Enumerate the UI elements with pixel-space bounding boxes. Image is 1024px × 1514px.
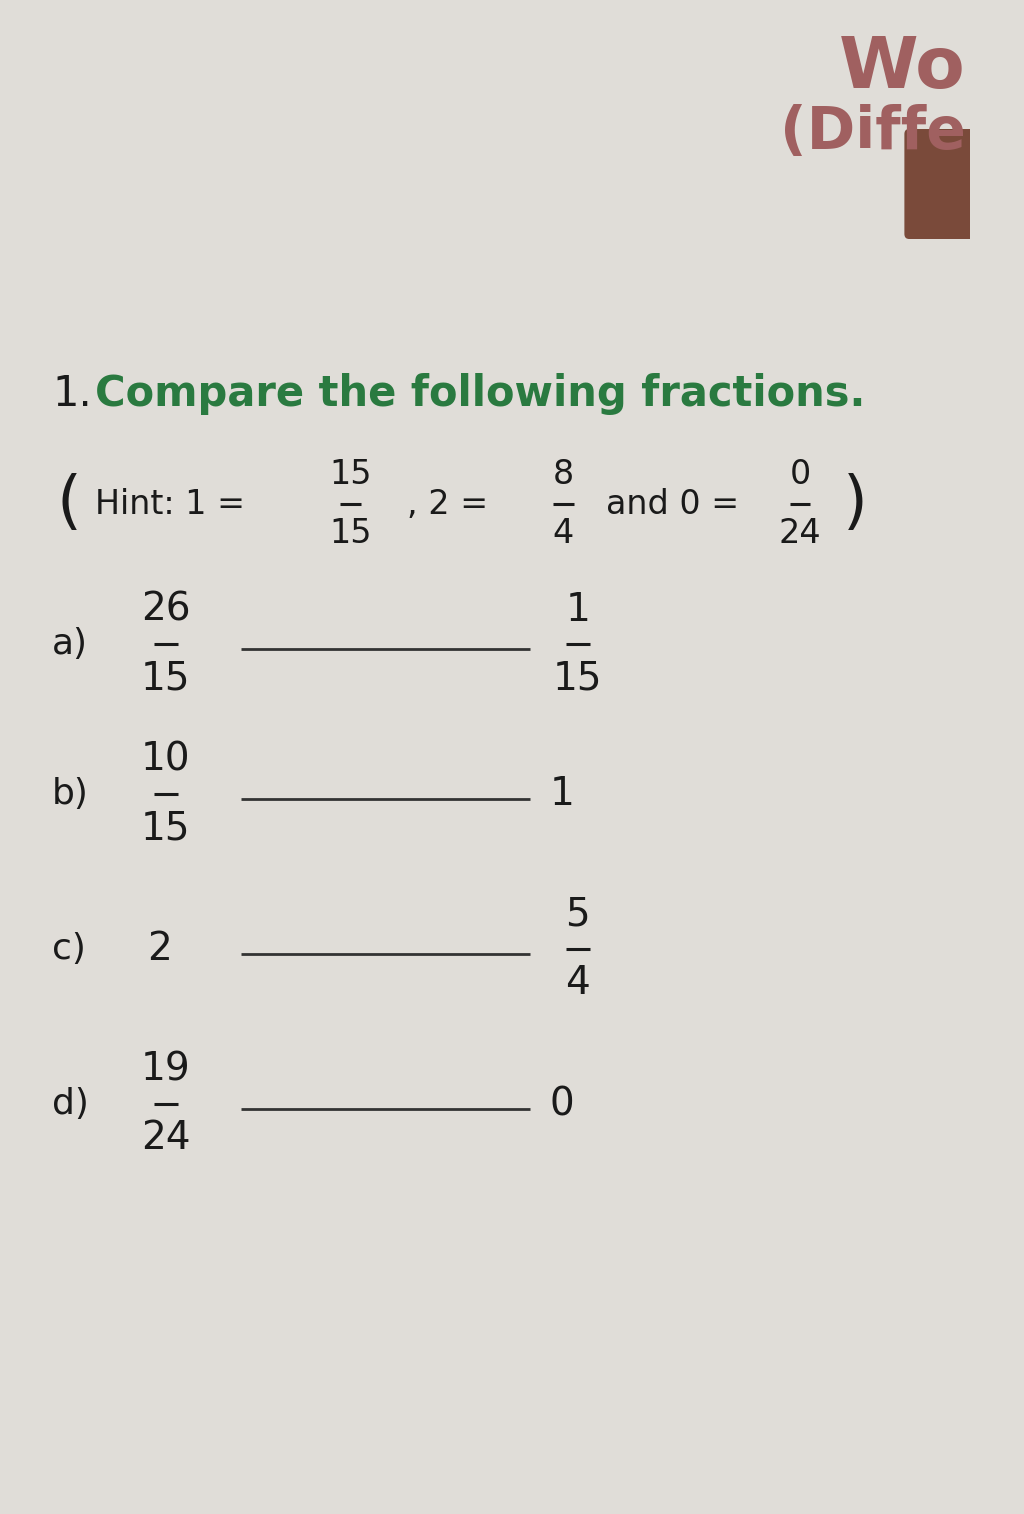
Text: 26: 26: [141, 590, 190, 628]
Text: Hint: 1 =: Hint: 1 =: [94, 488, 245, 521]
Text: 15: 15: [141, 660, 190, 698]
Text: 15: 15: [329, 457, 372, 491]
Text: 2: 2: [146, 930, 172, 967]
Text: d): d): [52, 1087, 89, 1120]
Text: 15: 15: [141, 810, 190, 848]
Text: 4: 4: [565, 964, 590, 1002]
Text: 19: 19: [141, 1051, 190, 1089]
Text: 4: 4: [553, 518, 574, 550]
Text: 5: 5: [565, 896, 590, 934]
Text: Compare the following fractions.: Compare the following fractions.: [94, 372, 865, 415]
Text: 10: 10: [141, 740, 190, 778]
Text: 1.: 1.: [52, 372, 92, 415]
Text: , 2 =: , 2 =: [408, 488, 488, 521]
Text: (: (: [56, 472, 82, 534]
Text: 0: 0: [790, 457, 811, 491]
Text: 24: 24: [141, 1119, 190, 1157]
Text: a): a): [52, 627, 88, 662]
Text: 8: 8: [553, 457, 574, 491]
Text: ): ): [843, 472, 867, 534]
Text: c): c): [52, 933, 86, 966]
FancyBboxPatch shape: [904, 129, 989, 239]
Text: 0: 0: [549, 1086, 574, 1123]
Text: Wo: Wo: [840, 33, 966, 103]
Text: (Diffe: (Diffe: [780, 104, 966, 160]
Text: 1: 1: [549, 775, 574, 813]
Text: 15: 15: [553, 660, 602, 698]
Text: and 0 =: and 0 =: [606, 488, 739, 521]
Text: 1: 1: [565, 590, 590, 628]
Text: 15: 15: [329, 518, 372, 550]
Text: 24: 24: [779, 518, 821, 550]
Text: b): b): [52, 777, 89, 812]
